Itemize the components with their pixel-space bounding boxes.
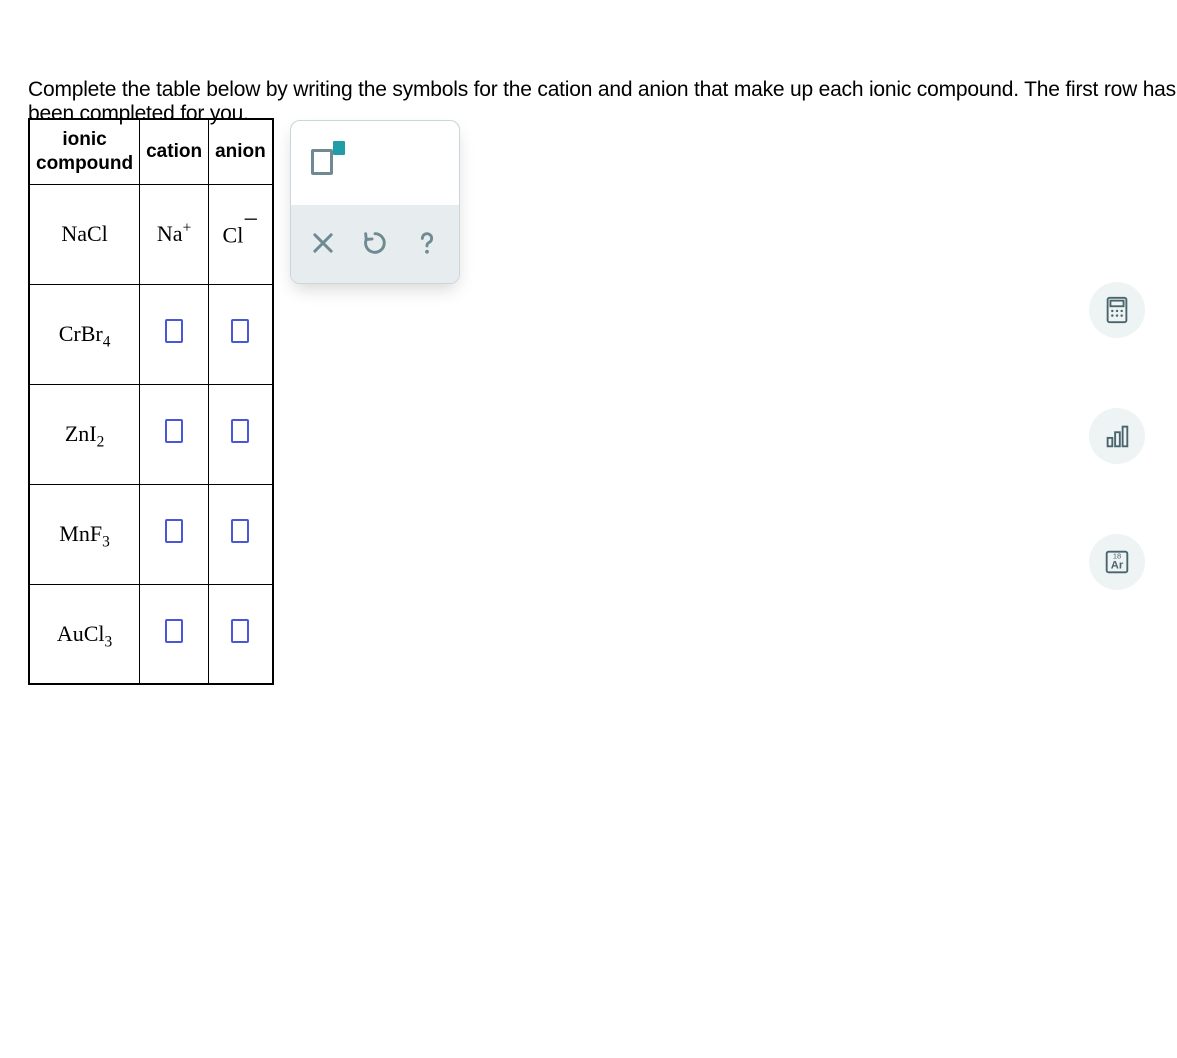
table-row: AuCl3: [29, 584, 273, 684]
help-button[interactable]: [407, 223, 447, 263]
anion-input[interactable]: [209, 584, 273, 684]
table-row: ZnI2: [29, 384, 273, 484]
svg-text:Ar: Ar: [1111, 560, 1124, 572]
compound-cell: AuCl3: [29, 584, 140, 684]
table-row: NaCl Na+ Cl−: [29, 184, 273, 284]
cation-input[interactable]: [140, 484, 209, 584]
header-anion: anion: [209, 119, 273, 184]
table-row: MnF3: [29, 484, 273, 584]
work-area: ionic compound cation anion NaCl Na+ Cl−: [28, 118, 460, 685]
clear-button[interactable]: [303, 223, 343, 263]
periodic-table-icon: 18 Ar: [1102, 547, 1132, 577]
undo-icon: [361, 229, 389, 257]
cation-input[interactable]: [140, 584, 209, 684]
compound-cell: NaCl: [29, 184, 140, 284]
header-ionic-compound: ionic compound: [29, 119, 140, 184]
calculator-icon: [1102, 295, 1132, 325]
header-cation: cation: [140, 119, 209, 184]
reset-button[interactable]: [355, 223, 395, 263]
anion-input[interactable]: [209, 384, 273, 484]
compound-cell: ZnI2: [29, 384, 140, 484]
data-table-button[interactable]: [1089, 408, 1145, 464]
cation-input[interactable]: [140, 284, 209, 384]
periodic-table-button[interactable]: 18 Ar: [1089, 534, 1145, 590]
anion-cell: Cl−: [209, 184, 273, 284]
cation-input[interactable]: [140, 384, 209, 484]
anion-input[interactable]: [209, 284, 273, 384]
calculator-button[interactable]: [1089, 282, 1145, 338]
cation-cell: Na+: [140, 184, 209, 284]
compound-cell: MnF3: [29, 484, 140, 584]
side-tools: 18 Ar: [1089, 282, 1145, 590]
ionic-compound-table: ionic compound cation anion NaCl Na+ Cl−: [28, 118, 274, 685]
equation-palette: [290, 120, 460, 284]
anion-input[interactable]: [209, 484, 273, 584]
compound-cell: CrBr4: [29, 284, 140, 384]
superscript-button[interactable]: [311, 141, 345, 175]
table-row: CrBr4: [29, 284, 273, 384]
question-icon: [413, 229, 441, 257]
bar-chart-icon: [1102, 421, 1132, 451]
x-icon: [309, 229, 337, 257]
